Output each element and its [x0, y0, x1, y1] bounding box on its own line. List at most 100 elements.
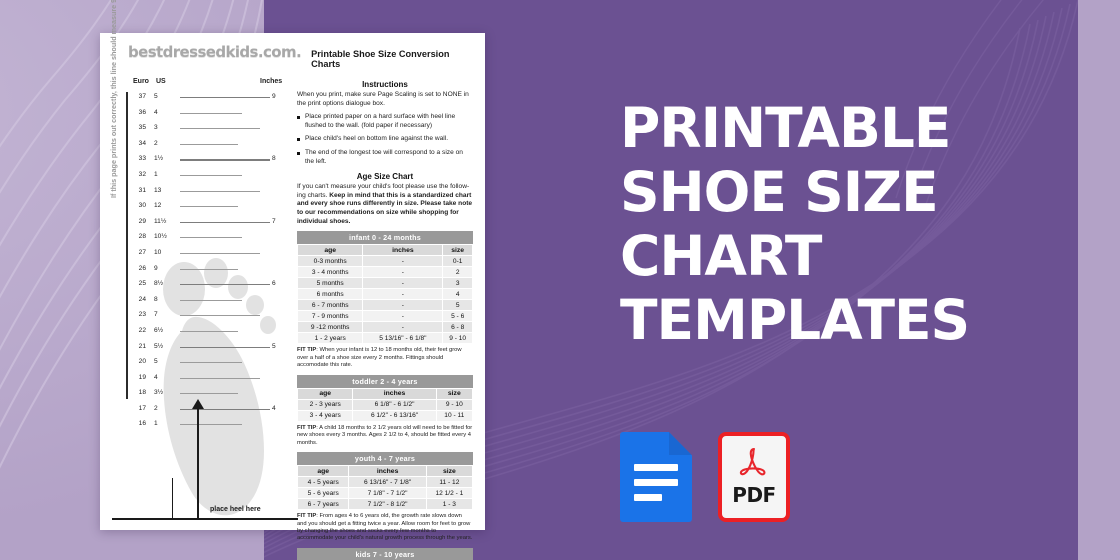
headline-line-3: CHART [620, 224, 822, 288]
ruler-measure-line [180, 252, 260, 254]
ruler-row: 22 6½ [112, 326, 298, 342]
ruler-measure-line [180, 362, 242, 364]
instruction-bullet: The end of the longest toe will correspo… [296, 149, 473, 166]
ruler-euro-size: 25 [138, 280, 146, 288]
pdf-icon[interactable]: PDF [718, 432, 790, 522]
ruler-us-size: 5 [154, 93, 158, 100]
size-tables: infant 0 - 24 months age inches size 0-3 mon… [296, 231, 474, 560]
heel-label: place heel here [210, 506, 261, 513]
ruler-euro-size: 23 [138, 311, 146, 319]
ruler-measure-line [180, 299, 242, 301]
ruler-row: 25 8½ 6 [112, 279, 298, 295]
ruler-us-size: 5½ [154, 342, 164, 350]
ruler-inch-mark: 9 [272, 93, 276, 100]
ruler-measure-line [180, 268, 238, 270]
ruler-measure-line [180, 315, 260, 317]
heel-baseline [112, 518, 298, 520]
table-row: 6 - 7 years 7 1/2" - 8 1/2" 1 - 3 [296, 498, 474, 511]
ruler-measure-line [180, 174, 242, 176]
table-cell: 4 - 5 years [296, 476, 350, 489]
table-cell: 5 - 6 years [296, 487, 350, 500]
ruler-row: 29 11½ 7 [112, 217, 298, 233]
ruler-euro-size: 29 [138, 217, 146, 225]
ruler-euro-size: 21 [138, 342, 146, 350]
size-table-caption: infant 0 - 24 months [296, 231, 473, 245]
table-cell: 4 [442, 288, 473, 301]
ruler-measure-line [180, 284, 270, 286]
table-cell: 9 -12 months [296, 321, 364, 334]
table-cell: 2 [442, 266, 473, 279]
ruler-euro-size: 35 [138, 124, 146, 132]
headline: PRINTABLE SHOE SIZE CHART TEMPLATES [620, 96, 1040, 352]
headline-line-1: PRINTABLE [620, 96, 952, 160]
ruler-euro-size: 32 [138, 170, 146, 178]
ruler-euro-size: 34 [138, 139, 146, 147]
column-header: age [296, 464, 350, 478]
table-cell: 7 - 9 months [296, 310, 364, 323]
table-header-row: age inches size [296, 244, 473, 257]
table-cell: 1 - 2 years [296, 332, 364, 345]
age-chart-intro-bold: Keep in mind that this is a standardized… [296, 191, 473, 225]
acrobat-glyph-icon [739, 447, 766, 476]
ruler-inch-mark: 4 [272, 404, 276, 412]
table-cell: 12 1/2 - 1 [425, 487, 474, 500]
fit-tip: FIT TIP: A child 18 months to 2 1/2 year… [296, 424, 473, 446]
ruler-us-size: 4 [154, 373, 158, 381]
ruler-measure-line [180, 206, 238, 208]
fit-tip-label: FIT TIP [296, 347, 317, 354]
table-cell: 5 months [296, 277, 364, 290]
table-row: 2 - 3 years 6 1/8" - 6 1/2" 9 - 10 [296, 398, 474, 411]
size-table-caption: youth 4 - 7 years [296, 451, 473, 465]
instruction-bullet: Place printed paper on a hard surface wi… [296, 113, 473, 130]
table-row: 1 - 2 years 5 13/16" - 6 1/8" 9 - 10 [296, 332, 473, 345]
table-cell: 5 [442, 299, 473, 312]
document-title: Printable Shoe Size Conversion Charts [311, 49, 450, 69]
ruler-row: 27 10 [112, 248, 298, 264]
fit-tip-label: FIT TIP [296, 513, 317, 520]
fit-tip: FIT TIP: From ages 4 to 6 years old, the… [296, 513, 473, 542]
size-table: youth 4 - 7 years age inches size 4 - 5 year… [296, 451, 474, 511]
header-us: US [156, 78, 166, 85]
ruler-measure-line [180, 377, 260, 379]
ruler-measure-line [180, 112, 242, 114]
headline-line-4: TEMPLATES [620, 288, 970, 352]
instructions-and-charts: Instructions When you print, make sure P… [296, 78, 474, 560]
table-cell: 1 - 3 [425, 498, 474, 511]
table-cell: 9 - 10 [435, 398, 474, 411]
google-docs-icon[interactable] [620, 432, 692, 522]
document-preview[interactable]: bestdressedkids.com. Printable Shoe Size… [100, 0, 485, 560]
table-cell: 0-1 [442, 255, 473, 268]
brand-logo: bestdressedkids.com. [128, 43, 302, 61]
table-cell: 6 13/16" - 7 1/8" [348, 476, 427, 489]
table-cell: 6 months [296, 288, 364, 301]
table-cell: 10 - 11 [435, 409, 474, 422]
ruler-us-size: 2 [154, 404, 158, 412]
ruler-euro-size: 37 [138, 93, 146, 100]
instruction-bullet: Place child's heel on bottom line agains… [296, 135, 473, 144]
table-cell: 6 - 7 months [296, 299, 364, 312]
ruler-us-size: 13 [154, 186, 162, 194]
table-cell: 6 1/8" - 6 1/2" [352, 398, 437, 411]
ruler-euro-size: 36 [138, 108, 146, 116]
ruler-measure-line [180, 143, 238, 145]
header-inches: Inches [260, 78, 283, 85]
table-row: 0-3 months -0-1 [296, 255, 473, 268]
ruler-inch-mark: 8 [272, 155, 276, 163]
ruler-us-size: 12 [154, 202, 162, 210]
ruler-row: 18 3½ [112, 388, 298, 404]
ruler-euro-size: 33 [138, 155, 146, 163]
ruler-us-size: 8½ [154, 280, 164, 288]
column-header: age [296, 387, 354, 400]
table-cell: 6 - 7 years [296, 498, 350, 511]
table-cell: - [362, 321, 444, 334]
table-cell: 0-3 months [296, 255, 364, 268]
table-cell: - [362, 299, 444, 312]
table-row: 5 - 6 years 7 1/8" - 7 1/2" 12 1/2 - 1 [296, 487, 474, 500]
ruler-measure-line [180, 424, 242, 426]
ruler-us-size: 10½ [154, 233, 167, 241]
ruler-us-size: 9 [154, 264, 158, 272]
table-header-row: age inches size [296, 464, 474, 478]
ruler-inch-mark: 7 [272, 217, 276, 225]
ruler-euro-size: 27 [138, 248, 146, 256]
ruler-measure-line [180, 237, 242, 239]
